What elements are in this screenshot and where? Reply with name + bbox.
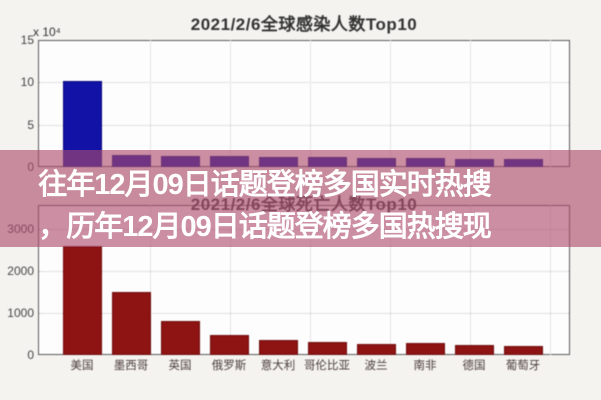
- bottom-chart-gridline: [310, 205, 311, 355]
- top-chart-gridline: [39, 82, 569, 84]
- top-chart-gridline: [470, 40, 471, 167]
- top-chart-gridline: [310, 40, 311, 167]
- top-chart-gridline: [39, 124, 569, 126]
- top-chart-gridline: [390, 40, 391, 167]
- top-chart-y-tick-label: 15: [20, 33, 34, 47]
- bottom-chart-gridline: [39, 312, 569, 314]
- bottom-chart-y-tick-label: 1000: [7, 305, 34, 320]
- caption-line-2: ，历年12月09日话题登榜多国热搜现: [38, 211, 492, 243]
- top-chart-title: 2021/2/6全球感染人数Top10: [190, 15, 418, 34]
- bottom-chart-bar: [503, 346, 543, 355]
- bottom-chart-x-tick-label: 葡萄牙: [505, 360, 541, 372]
- bottom-chart-bar: [111, 291, 151, 355]
- top-chart-plot-area: [38, 40, 570, 167]
- bottom-chart-x-tick-label: 南非: [413, 360, 437, 372]
- top-chart-y-tick-label: 10: [20, 75, 34, 90]
- bottom-chart-bar: [405, 343, 445, 355]
- bottom-chart-bar: [62, 245, 102, 355]
- top-chart-y-tick-label: 5: [27, 117, 34, 132]
- bottom-chart-gridline: [150, 205, 151, 355]
- bottom-chart-x-tick-label: 波兰: [364, 360, 388, 372]
- bottom-chart-bar: [209, 334, 249, 355]
- bottom-chart-x-tick-label: 意大利: [260, 360, 296, 372]
- bottom-chart-x-tick-label: 墨西哥: [113, 360, 149, 372]
- bottom-chart-gridline: [470, 205, 471, 355]
- bottom-chart-x-tick-label: 哥伦比亚: [304, 360, 350, 372]
- bottom-chart-y-tick-label: 2000: [7, 263, 34, 278]
- bottom-chart-gridline: [230, 205, 231, 355]
- bottom-chart-bar: [356, 343, 396, 355]
- bottom-chart-gridline: [39, 270, 569, 272]
- bottom-chart-bar: [454, 345, 494, 355]
- bottom-chart-gridline: [390, 205, 391, 355]
- y-axis-scale-label: x 10⁴: [33, 25, 61, 39]
- top-chart-gridline: [230, 40, 231, 167]
- bottom-chart-gridline: [550, 205, 551, 355]
- caption-overlay: 往年12月09日话题登榜多国实时热搜 ，历年12月09日话题登榜多国热搜现: [0, 150, 601, 247]
- bottom-chart-bar: [307, 342, 347, 355]
- bottom-chart-x-tick-label: 英国: [168, 360, 192, 372]
- bottom-chart-x-tick-label: 德国: [462, 360, 486, 372]
- bottom-chart-bar: [160, 320, 200, 355]
- top-chart-gridline: [550, 40, 551, 167]
- bottom-chart-y-tick-label: 0: [27, 348, 34, 362]
- bottom-chart-x-tick-label: 美国: [70, 360, 94, 372]
- top-chart-gridline: [150, 40, 151, 167]
- caption-line-1: 往年12月09日话题登榜多国实时热搜: [38, 169, 492, 201]
- bottom-chart-x-tick-label: 俄罗斯: [211, 360, 247, 372]
- bottom-chart-bar: [258, 339, 298, 355]
